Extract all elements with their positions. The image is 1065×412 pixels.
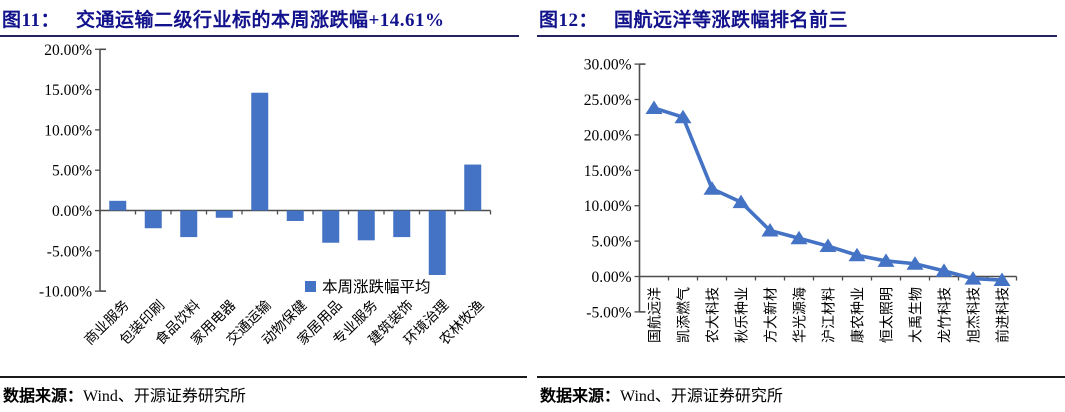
title-underline: [0, 35, 519, 37]
data-source: 数据来源：Wind、开源证券研究所: [3, 382, 246, 406]
svg-text:15.00%: 15.00%: [44, 82, 92, 99]
svg-text:10.00%: 10.00%: [44, 122, 92, 139]
svg-text:康农种业: 康农种业: [850, 287, 867, 343]
svg-text:沪江材料: 沪江材料: [822, 287, 838, 343]
figure-title-text: 交通运输二级行业标的本周涨跌幅+14.61%: [75, 10, 445, 31]
data-source-text: Wind、开源证券研究所: [620, 388, 783, 405]
svg-text:凯添燃气: 凯添燃气: [676, 287, 693, 343]
svg-text:0.00%: 0.00%: [591, 269, 631, 286]
svg-text:5.00%: 5.00%: [591, 234, 631, 251]
title-underline: [537, 35, 1057, 37]
data-source: 数据来源：Wind、开源证券研究所: [540, 382, 783, 406]
svg-text:15.00%: 15.00%: [584, 163, 632, 180]
data-source-label: 数据来源：: [3, 388, 84, 405]
svg-text:农大科技: 农大科技: [706, 287, 722, 343]
svg-text:前进科技: 前进科技: [995, 287, 1012, 343]
svg-text:龙竹科技: 龙竹科技: [938, 287, 954, 343]
figure-number: 图12：: [539, 10, 599, 31]
svg-text:旭杰科技: 旭杰科技: [967, 287, 983, 343]
svg-text:25.00%: 25.00%: [584, 92, 632, 109]
svg-text:10.00%: 10.00%: [584, 198, 632, 215]
data-source-label: 数据来源：: [540, 388, 621, 405]
svg-text:秋乐种业: 秋乐种业: [735, 287, 751, 343]
svg-text:20.00%: 20.00%: [584, 127, 632, 144]
figure-number: 图11：: [2, 10, 60, 31]
svg-text:0.00%: 0.00%: [52, 203, 92, 220]
svg-text:恒太照明: 恒太照明: [880, 287, 896, 343]
svg-text:华光源海: 华光源海: [793, 287, 809, 343]
svg-text:-5.00%: -5.00%: [586, 304, 631, 321]
line-chart-top-gainers: 30.00% 25.00% 20.00% 15.00% 10.00% 5.00% 0.00%…: [584, 57, 1018, 343]
bar-chart-weekly-change: 20.00% 15.00% 10.00% 5.00% 0.00% -5.00% -10.00…: [39, 42, 492, 348]
svg-text:-5.00%: -5.00%: [47, 243, 92, 260]
figure-title-text: 国航远洋等涨跌幅排名前三: [614, 10, 849, 31]
figure-title: 图12： 国航远洋等涨跌幅排名前三: [539, 5, 848, 32]
svg-text:方大新材: 方大新材: [764, 287, 780, 343]
svg-text:30.00%: 30.00%: [584, 57, 632, 74]
svg-text:本周涨跌幅平均: 本周涨跌幅平均: [322, 278, 431, 296]
svg-text:大禹生物: 大禹生物: [909, 287, 925, 343]
footer-divider: [537, 376, 1065, 378]
svg-text:20.00%: 20.00%: [44, 42, 92, 59]
footer-divider: [0, 376, 527, 378]
figure-title: 图11： 交通运输二级行业标的本周涨跌幅+14.61%: [2, 5, 445, 32]
svg-text:-10.00%: -10.00%: [39, 284, 92, 301]
data-source-text: Wind、开源证券研究所: [83, 388, 246, 405]
figure-panel-right: 图12： 国航远洋等涨跌幅排名前三 30.00% 25.00% 20.00% 15.00…: [537, 0, 1065, 412]
svg-text:国航远洋: 国航远洋: [648, 287, 664, 343]
svg-text:5.00%: 5.00%: [52, 163, 92, 180]
figure-panel-left: 图11： 交通运输二级行业标的本周涨跌幅+14.61% 20.00% 15.00% 1…: [0, 0, 527, 412]
